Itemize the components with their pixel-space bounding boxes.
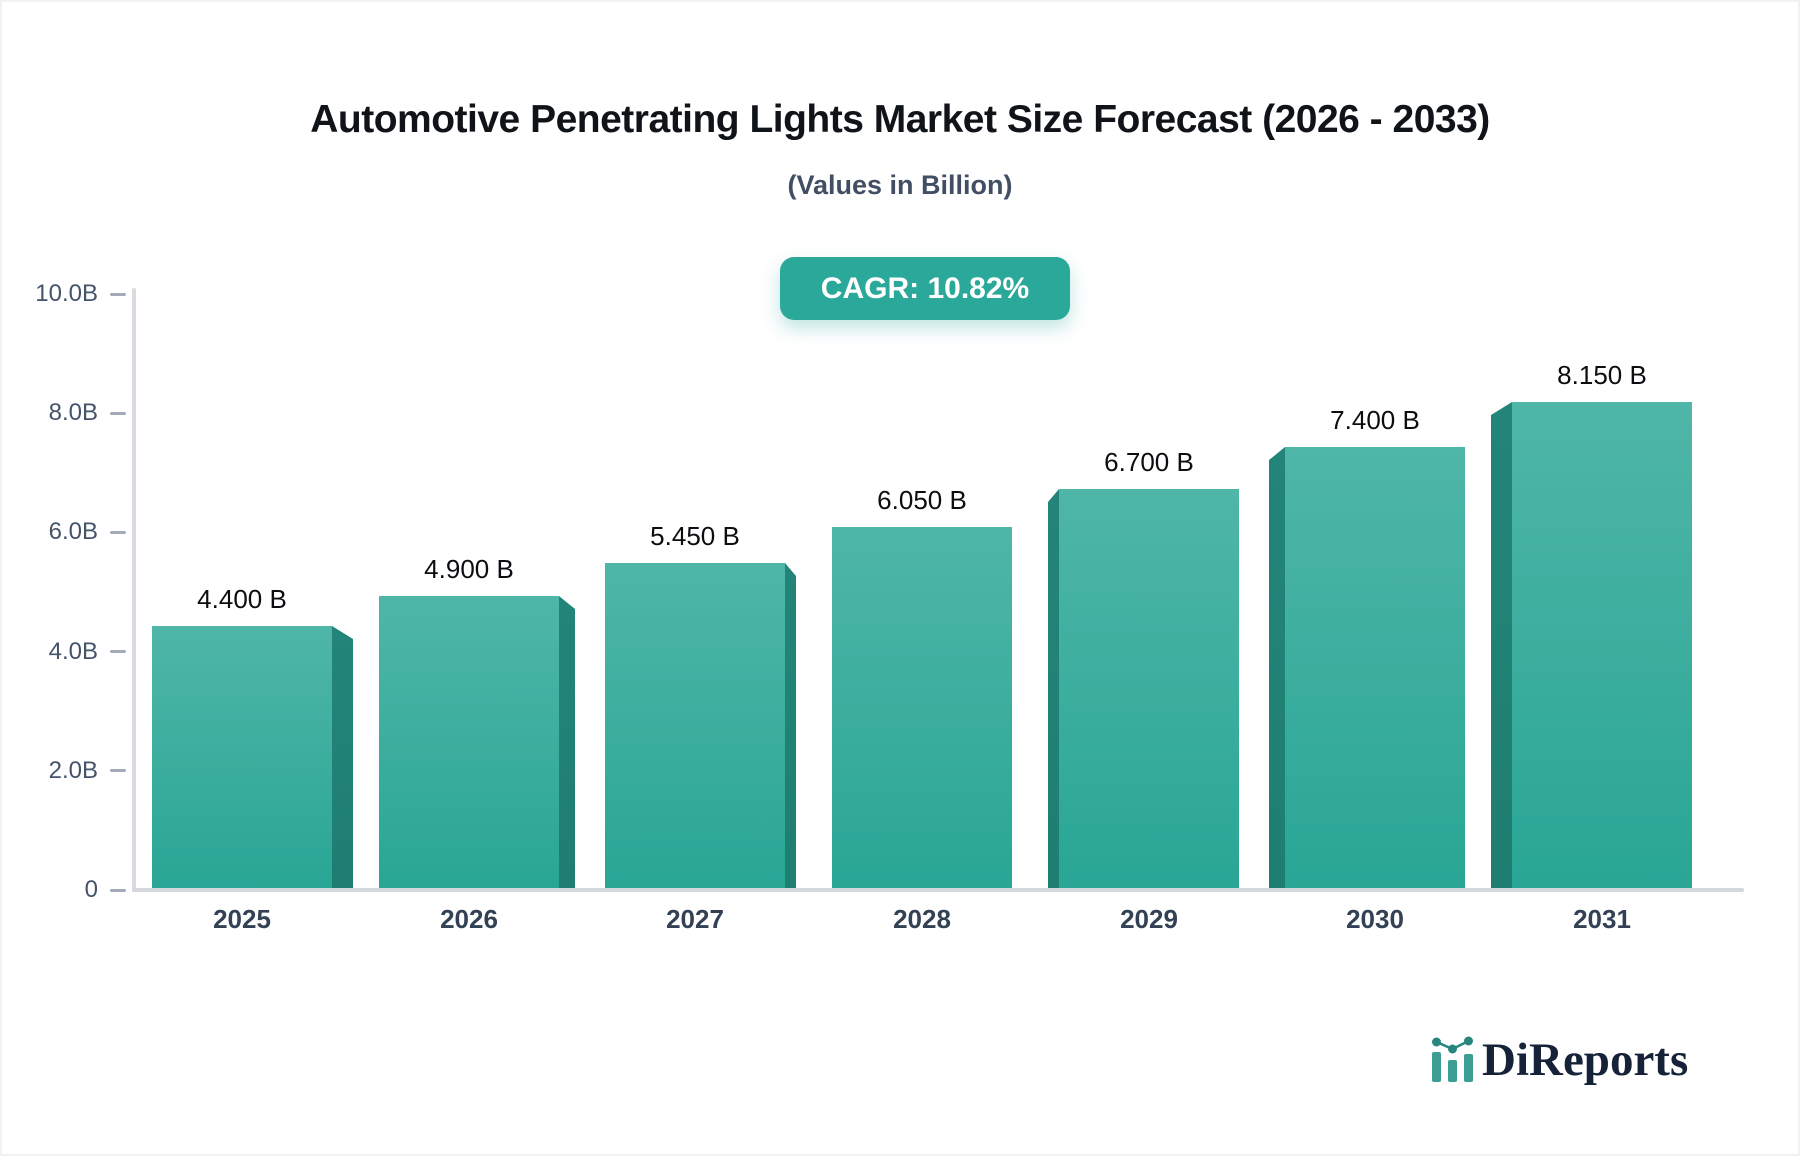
y-tick-0: 0 <box>2 875 126 905</box>
y-tick-mark <box>110 292 126 296</box>
bar-side-face-2025 <box>332 626 353 888</box>
bar-side-face-2030 <box>1269 447 1285 888</box>
chart-title: Automotive Penetrating Lights Market Siz… <box>310 98 1490 141</box>
bar-chart-logo-icon <box>1432 1036 1473 1082</box>
x-axis-label-2029: 2029 <box>1120 904 1178 934</box>
y-tick-2.0B: 2.0B <box>2 756 126 786</box>
y-tick-6.0B: 6.0B <box>2 517 126 547</box>
cagr-badge: CAGR: 10.82% <box>780 257 1070 320</box>
y-tick-mark <box>110 530 126 534</box>
bar-2029 <box>1059 489 1239 888</box>
bar-value-label-2026: 4.900 B <box>424 554 514 584</box>
bar-2027 <box>605 563 785 888</box>
y-tick-label: 0 <box>84 876 98 903</box>
y-tick-label: 6.0B <box>48 518 98 546</box>
y-tick-label: 10.0B <box>35 280 98 307</box>
bar-side-face-2027 <box>785 563 796 888</box>
y-tick-4.0B: 4.0B <box>2 637 126 667</box>
y-tick-label: 8.0B <box>48 399 98 427</box>
bar-2025 <box>152 626 332 888</box>
bar-value-label-2025: 4.400 B <box>197 584 287 614</box>
x-axis-label-2028: 2028 <box>893 904 951 934</box>
x-axis-label-2030: 2030 <box>1346 904 1404 934</box>
brand-logo-text: DiReports <box>1482 1034 1689 1086</box>
x-axis-line <box>132 888 1744 892</box>
bar-value-label-2027: 5.450 B <box>650 521 740 551</box>
x-axis-label-2027: 2027 <box>666 904 724 934</box>
y-tick-label: 4.0B <box>48 637 98 665</box>
bar-value-label-2030: 7.400 B <box>1330 405 1420 435</box>
bar-side-face-2029 <box>1048 489 1059 888</box>
bar-value-label-2028: 6.050 B <box>877 485 967 515</box>
chart-subtitle: (Values in Billion) <box>787 170 1013 200</box>
bar-value-label-2029: 6.700 B <box>1104 447 1194 477</box>
x-axis-label-2026: 2026 <box>440 904 498 934</box>
bar-2031 <box>1512 402 1692 888</box>
x-axis-label-2031: 2031 <box>1573 904 1631 934</box>
y-tick-mark <box>110 411 126 415</box>
y-tick-10.0B: 10.0B <box>2 279 126 309</box>
bar-side-face-2026 <box>559 596 575 888</box>
y-tick-mark <box>110 888 126 892</box>
bar-value-label-2031: 8.150 B <box>1557 360 1647 390</box>
y-tick-mark <box>110 769 126 773</box>
bar-2028 <box>832 527 1012 888</box>
y-tick-label: 2.0B <box>48 756 98 784</box>
bar-2026 <box>379 596 559 888</box>
brand-logo: DiReports <box>1430 1032 1688 1084</box>
y-tick-8.0B: 8.0B <box>2 398 126 428</box>
bar-2030 <box>1285 447 1465 888</box>
cagr-badge-label: CAGR: 10.82% <box>820 271 1030 305</box>
y-axis-line <box>132 288 136 892</box>
bar-side-face-2031 <box>1491 402 1512 888</box>
x-axis-label-2025: 2025 <box>213 904 271 934</box>
y-tick-mark <box>110 650 126 654</box>
